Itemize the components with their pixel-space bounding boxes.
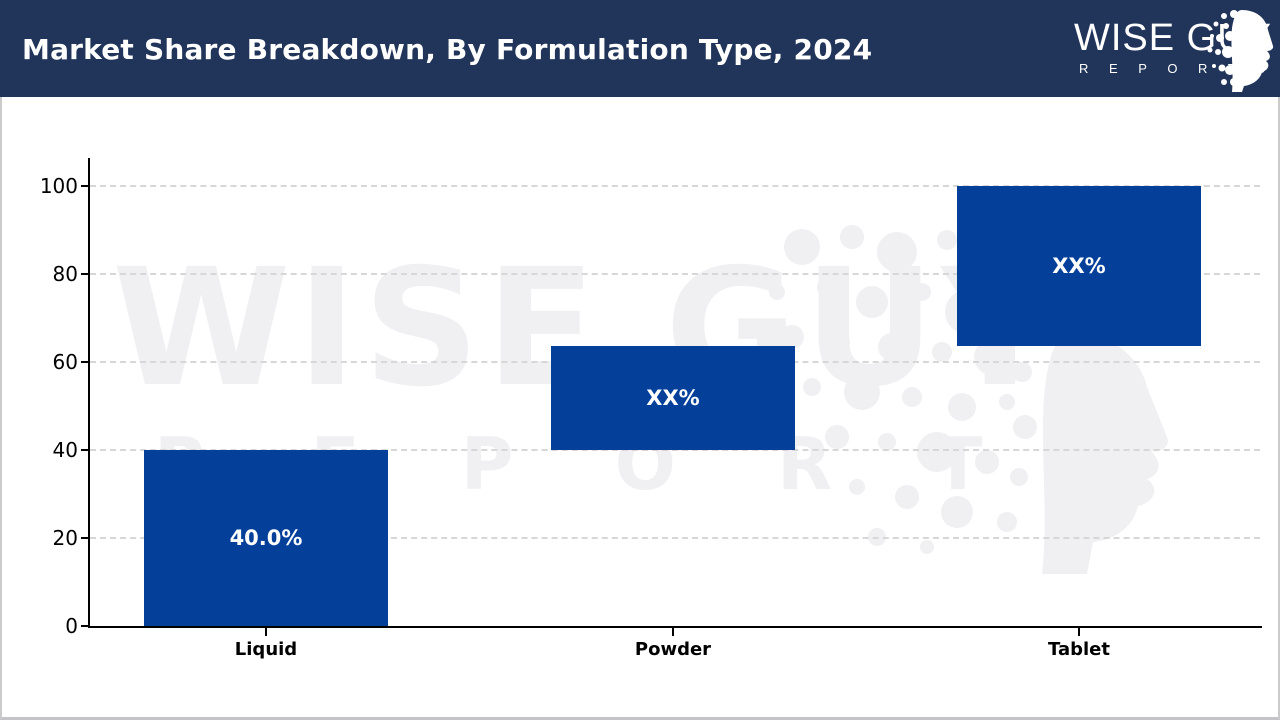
bar-value-label: 40.0% [229, 526, 303, 550]
y-tick-label: 0 [65, 614, 78, 638]
gridline [90, 537, 1260, 539]
header: Market Share Breakdown, By Formulation T… [0, 0, 1280, 97]
x-axis-line [88, 626, 1262, 628]
y-tick-mark [81, 625, 90, 627]
y-tick-mark [81, 361, 90, 363]
x-tick-mark [672, 628, 674, 636]
y-tick-mark [81, 185, 90, 187]
y-tick-mark [81, 449, 90, 451]
x-tick-mark [1078, 628, 1080, 636]
y-tick-mark [81, 273, 90, 275]
y-tick-label: 60 [52, 350, 78, 374]
x-category-label: Powder [634, 639, 712, 660]
y-tick-label: 100 [39, 174, 78, 198]
logo: WISE GUY R E P O R T S [1034, 5, 1274, 93]
x-category-label: Tablet [1048, 639, 1110, 660]
y-axis-line [88, 158, 90, 628]
y-tick-label: 40 [52, 438, 78, 462]
gridline [90, 273, 1260, 275]
bar-value-label: XX% [646, 386, 700, 411]
logo-subtext: R E P O R T S [1079, 60, 1274, 76]
y-tick-label: 20 [52, 526, 78, 550]
logo-head-icon [1207, 10, 1274, 92]
bar-powder [551, 346, 795, 450]
y-tick-mark [81, 537, 90, 539]
gridline [90, 449, 1260, 451]
x-category-label: Liquid [234, 639, 298, 660]
x-tick-mark [265, 628, 267, 636]
page-title: Market Share Breakdown, By Formulation T… [22, 33, 873, 66]
bar-liquid [144, 450, 388, 626]
gridline [90, 185, 1260, 187]
bar-value-label: XX% [1052, 254, 1106, 279]
y-tick-label: 80 [52, 262, 78, 286]
